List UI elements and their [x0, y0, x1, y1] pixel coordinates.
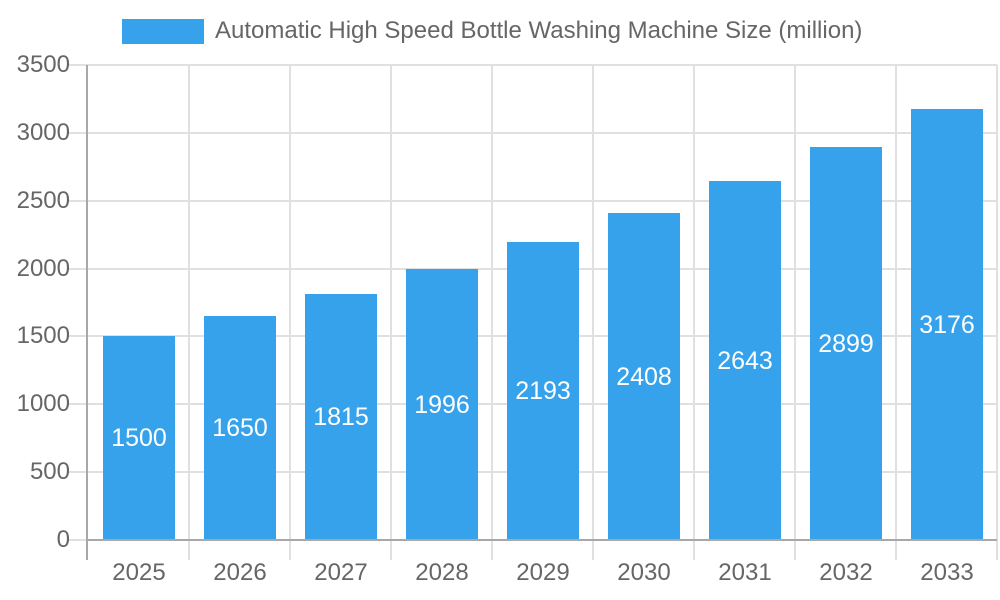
x-tick — [289, 540, 291, 560]
x-tick-label: 2028 — [415, 559, 469, 586]
x-gridline — [895, 65, 897, 540]
x-tick — [996, 540, 998, 560]
legend-swatch — [122, 18, 204, 44]
bar-2027[interactable] — [305, 294, 377, 539]
x-gridline — [491, 65, 493, 540]
x-gridline — [188, 65, 190, 540]
y-tick-label: 2500 — [16, 187, 70, 214]
y-tick — [68, 403, 88, 405]
y-gridline — [88, 64, 997, 66]
x-tick-label: 2025 — [112, 559, 166, 586]
y-tick — [68, 539, 88, 541]
x-tick-label: 2033 — [920, 559, 974, 586]
x-gridline — [693, 65, 695, 540]
bar-value-label: 3176 — [919, 311, 975, 339]
bar-value-label: 1650 — [212, 414, 268, 442]
x-tick — [794, 540, 796, 560]
y-tick-label: 3000 — [16, 119, 70, 146]
y-tick-label: 500 — [29, 458, 70, 485]
x-tick — [390, 540, 392, 560]
x-tick-label: 2029 — [516, 559, 570, 586]
chart-legend[interactable]: Automatic High Speed Bottle Washing Mach… — [122, 18, 862, 44]
y-gridline — [88, 200, 997, 202]
x-tick — [592, 540, 594, 560]
bar-2029[interactable] — [507, 242, 579, 539]
y-tick-label: 1000 — [16, 390, 70, 417]
x-tick-label: 2026 — [213, 559, 267, 586]
bar-value-label: 1996 — [414, 391, 470, 419]
x-gridline — [390, 65, 392, 540]
x-tick — [895, 540, 897, 560]
bar-value-label: 2643 — [717, 347, 773, 375]
y-tick-label: 3500 — [16, 51, 70, 78]
bar-value-label: 2408 — [616, 363, 672, 391]
x-axis-line — [86, 539, 997, 541]
x-tick-label: 2032 — [819, 559, 873, 586]
x-tick — [188, 540, 190, 560]
bar-value-label: 2193 — [515, 377, 571, 405]
bar-2028[interactable] — [406, 269, 478, 539]
y-axis-line — [86, 65, 88, 560]
bar-2030[interactable] — [608, 213, 680, 539]
y-tick — [68, 268, 88, 270]
x-gridline — [996, 65, 998, 540]
y-gridline — [88, 132, 997, 134]
y-tick — [68, 200, 88, 202]
y-tick — [68, 132, 88, 134]
x-tick-label: 2031 — [718, 559, 772, 586]
bar-value-label: 2899 — [818, 330, 874, 358]
bar-2026[interactable] — [204, 316, 276, 539]
x-gridline — [592, 65, 594, 540]
x-tick — [693, 540, 695, 560]
y-tick-label: 0 — [56, 526, 70, 553]
x-gridline — [289, 65, 291, 540]
bar-value-label: 1815 — [313, 403, 369, 431]
y-tick-label: 1500 — [16, 322, 70, 349]
legend-label: Automatic High Speed Bottle Washing Mach… — [215, 17, 863, 44]
y-tick-label: 2000 — [16, 255, 70, 282]
y-tick — [68, 64, 88, 66]
x-tick — [491, 540, 493, 560]
bar-2031[interactable] — [709, 181, 781, 539]
bar-2025[interactable] — [103, 336, 175, 539]
y-tick — [68, 471, 88, 473]
x-gridline — [794, 65, 796, 540]
bar-2032[interactable] — [810, 147, 882, 539]
bar-value-label: 1500 — [111, 424, 167, 452]
x-tick-label: 2030 — [617, 559, 671, 586]
y-tick — [68, 335, 88, 337]
x-tick-label: 2027 — [314, 559, 368, 586]
bar-2033[interactable] — [911, 109, 983, 539]
